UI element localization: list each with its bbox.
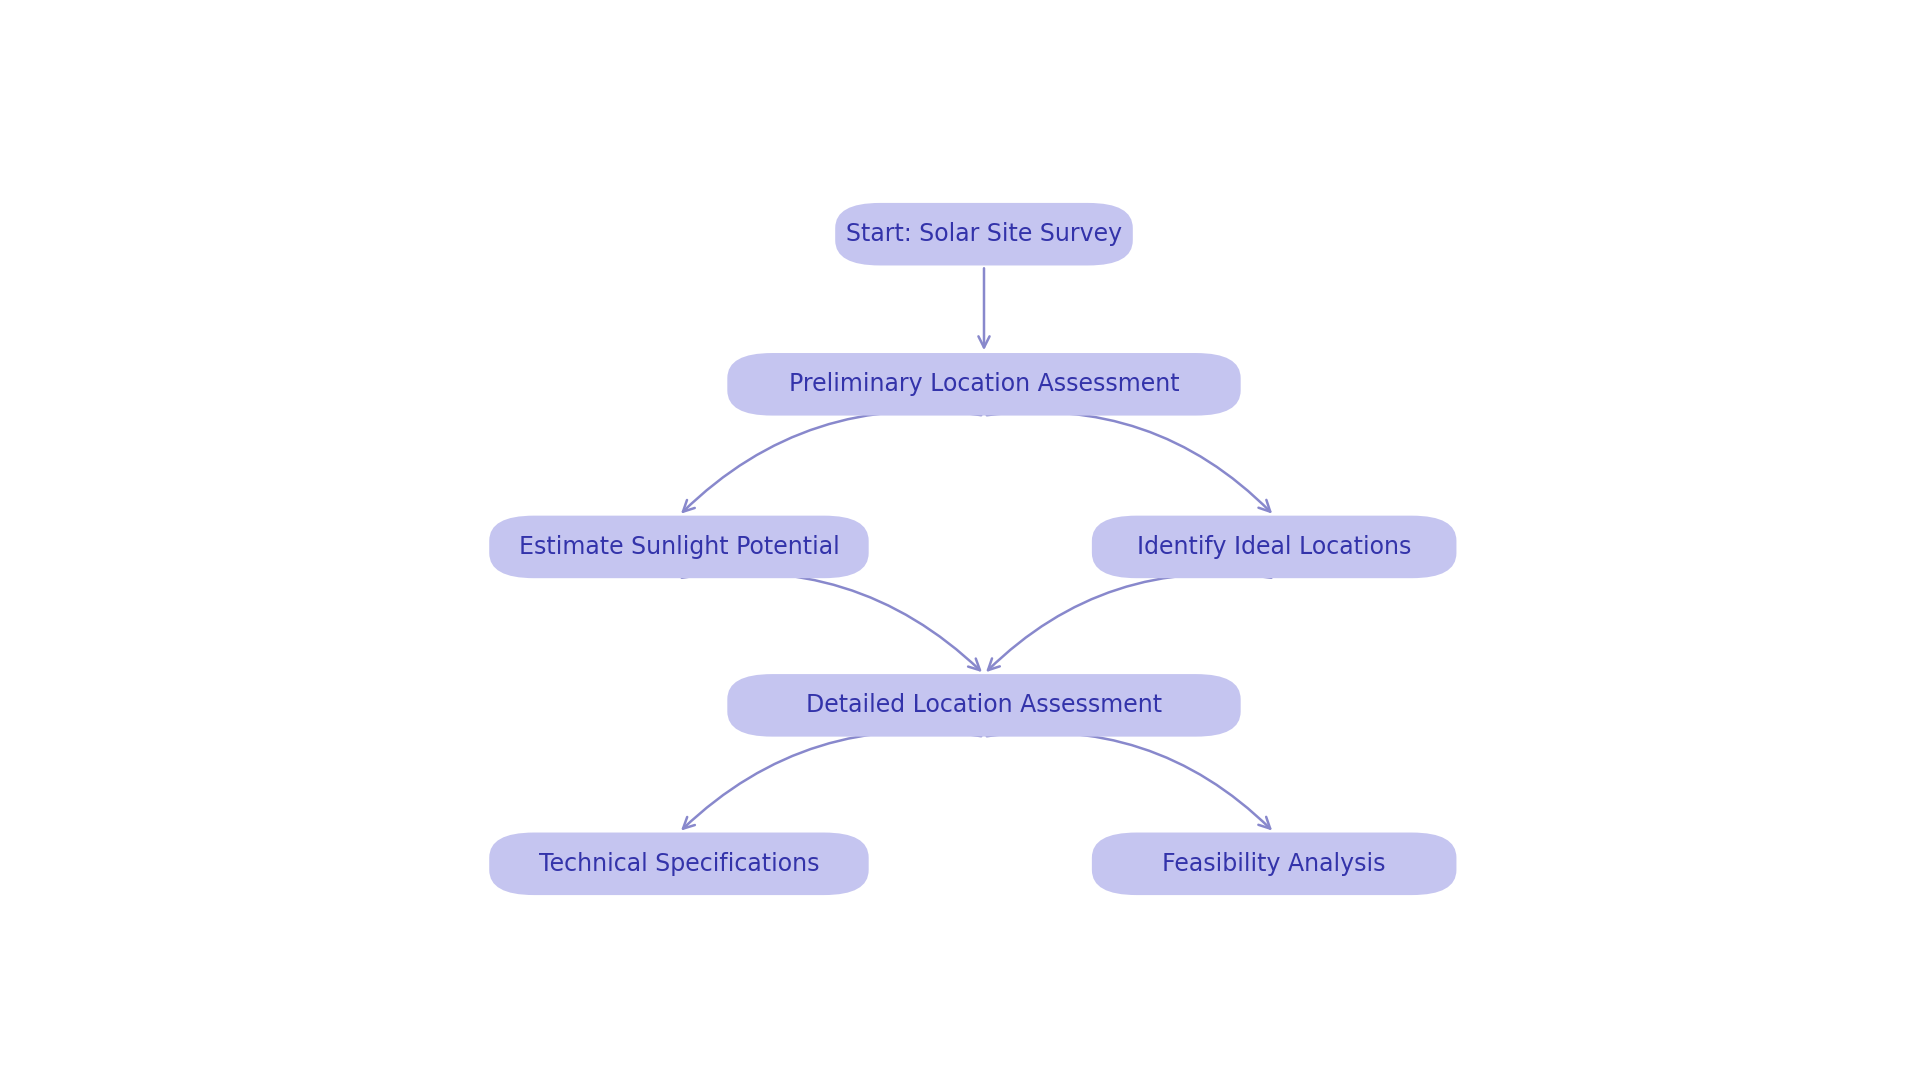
Text: Detailed Location Assessment: Detailed Location Assessment — [806, 693, 1162, 717]
Text: Feasibility Analysis: Feasibility Analysis — [1162, 852, 1386, 876]
FancyBboxPatch shape — [835, 203, 1133, 265]
FancyBboxPatch shape — [728, 353, 1240, 416]
FancyBboxPatch shape — [728, 674, 1240, 736]
Text: Start: Solar Site Survey: Start: Solar Site Survey — [847, 222, 1121, 246]
FancyBboxPatch shape — [490, 833, 868, 895]
Text: Technical Specifications: Technical Specifications — [540, 852, 820, 876]
FancyBboxPatch shape — [490, 516, 868, 578]
Text: Preliminary Location Assessment: Preliminary Location Assessment — [789, 373, 1179, 396]
Text: Estimate Sunlight Potential: Estimate Sunlight Potential — [518, 535, 839, 559]
Text: Identify Ideal Locations: Identify Ideal Locations — [1137, 535, 1411, 559]
FancyBboxPatch shape — [1092, 833, 1457, 895]
FancyBboxPatch shape — [1092, 516, 1457, 578]
